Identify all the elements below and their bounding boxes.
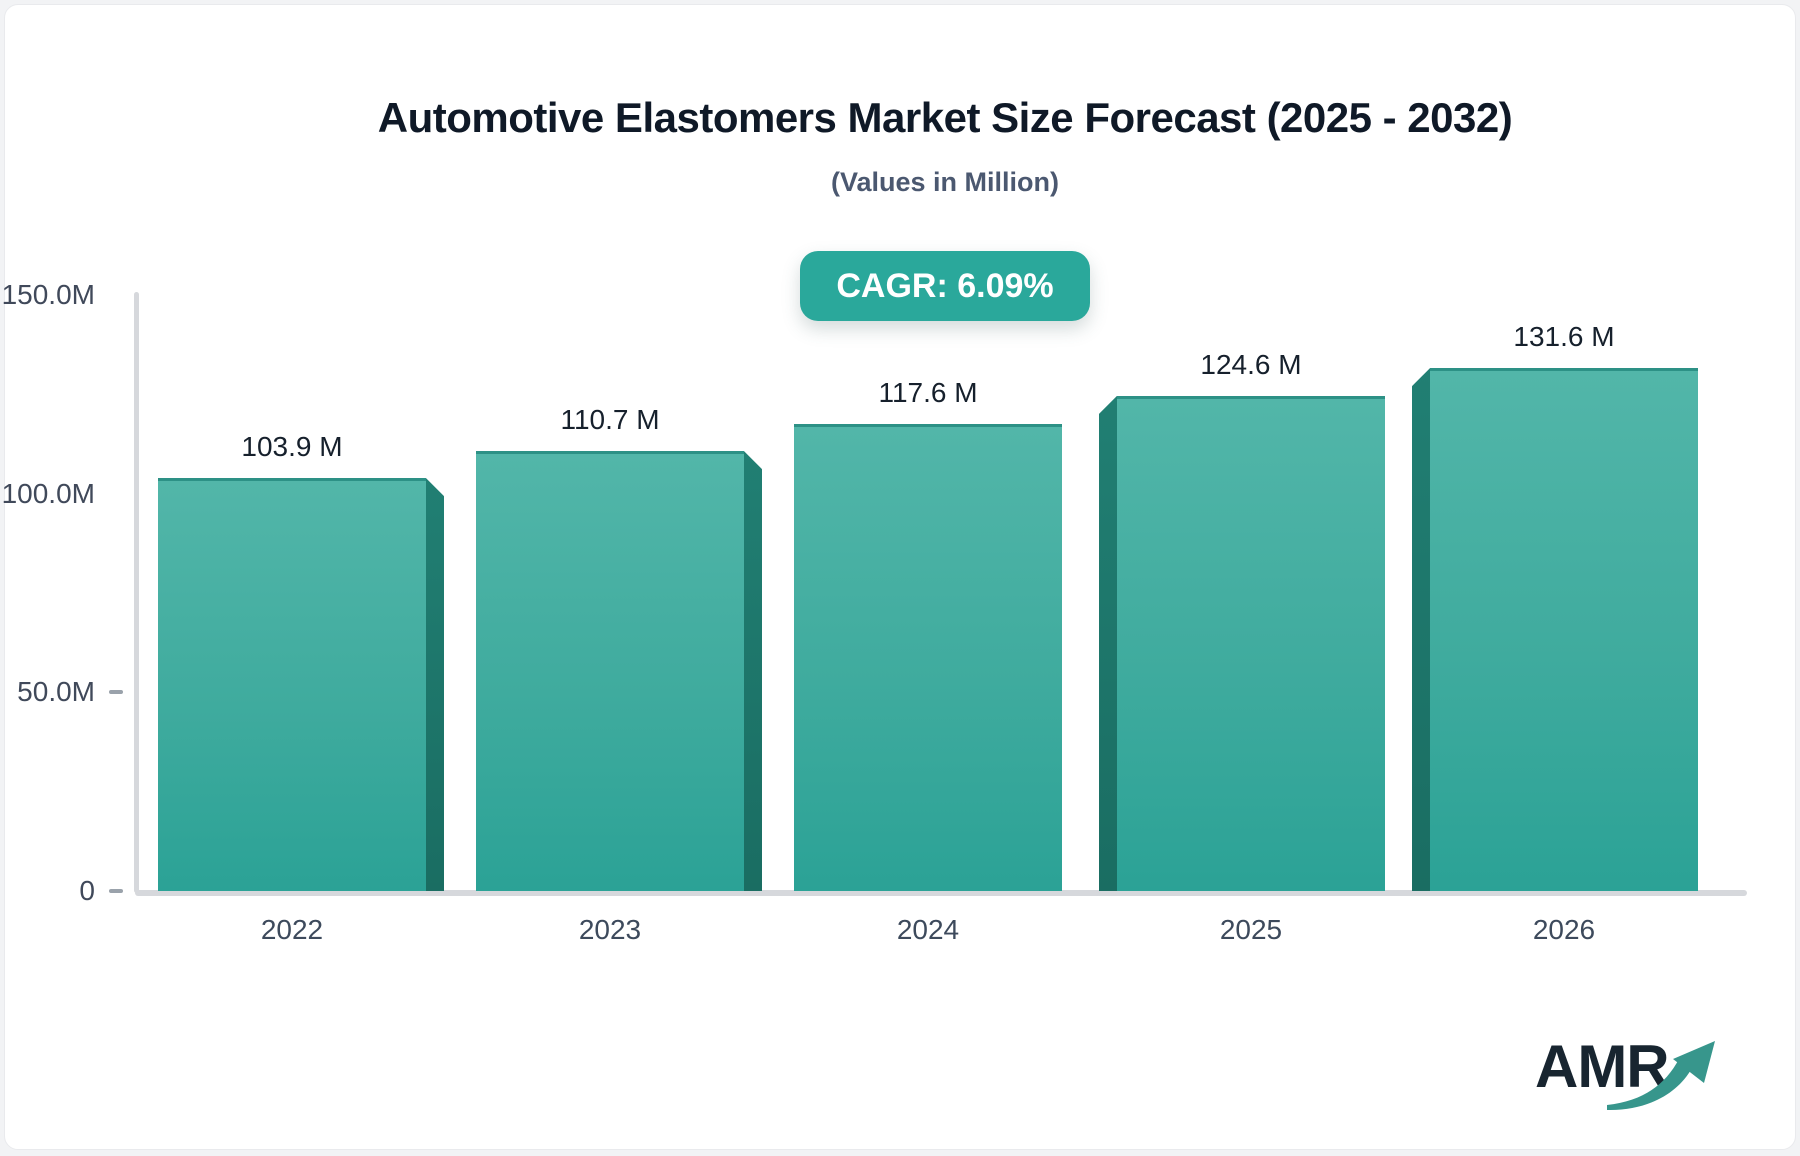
arrow-swoosh [1607, 1059, 1692, 1111]
amr-logo-text: AMR [1535, 1033, 1670, 1100]
y-axis-label-150.0M: 150.0M [1, 279, 95, 310]
chart-subtitle: (Values in Million) [830, 167, 1060, 197]
chart-card: Automotive Elastomers Market Size Foreca… [2, 4, 1796, 1150]
bar-3d-side-2025 [1099, 395, 1117, 891]
y-axis-tick-mark [109, 889, 123, 893]
cagr-badge: CAGR: 6.09% [800, 251, 1090, 321]
x-axis-label-2023: 2023 [578, 914, 642, 945]
x-axis-label-2024: 2024 [896, 914, 960, 945]
bar-2022 [158, 478, 426, 891]
bar-2023 [476, 451, 744, 891]
y-axis-label-100.0M: 100.0M [1, 477, 95, 509]
bar-3d-side-2026 [1412, 368, 1430, 891]
bar-value-label-2024: 117.6 M [878, 376, 978, 408]
chart-header: Automotive Elastomers Market Size Foreca… [135, 93, 1755, 321]
growth-arrow-icon [1607, 1041, 1715, 1111]
bar-2024 [794, 423, 1062, 891]
bar-3d-side-2022 [426, 478, 444, 891]
bar-3d-side-2023 [744, 451, 762, 891]
x-axis-baseline [135, 890, 1747, 896]
y-axis-tick-mark [109, 690, 123, 695]
arrow-head [1673, 1041, 1715, 1083]
amr-logo: AMR [1535, 1033, 1735, 1119]
y-axis-label-50.0M: 50.0M [17, 676, 95, 708]
y-axis-line [134, 292, 139, 893]
bar-2026 [1430, 368, 1698, 891]
chart-title: Automotive Elastomers Market Size Foreca… [377, 94, 1513, 141]
y-axis-label-0: 0 [79, 875, 95, 906]
bar-2025 [1117, 395, 1385, 891]
x-axis-label-2026: 2026 [1532, 914, 1596, 945]
x-axis-label-2025: 2025 [1219, 914, 1283, 945]
bar-value-label-2025: 124.6 M [1200, 348, 1302, 380]
bar-value-label-2023: 110.7 M [560, 404, 660, 436]
bar-value-label-2022: 103.9 M [241, 431, 343, 463]
x-axis-label-2022: 2022 [260, 914, 324, 945]
bar-value-label-2026: 131.6 M [1513, 321, 1615, 353]
